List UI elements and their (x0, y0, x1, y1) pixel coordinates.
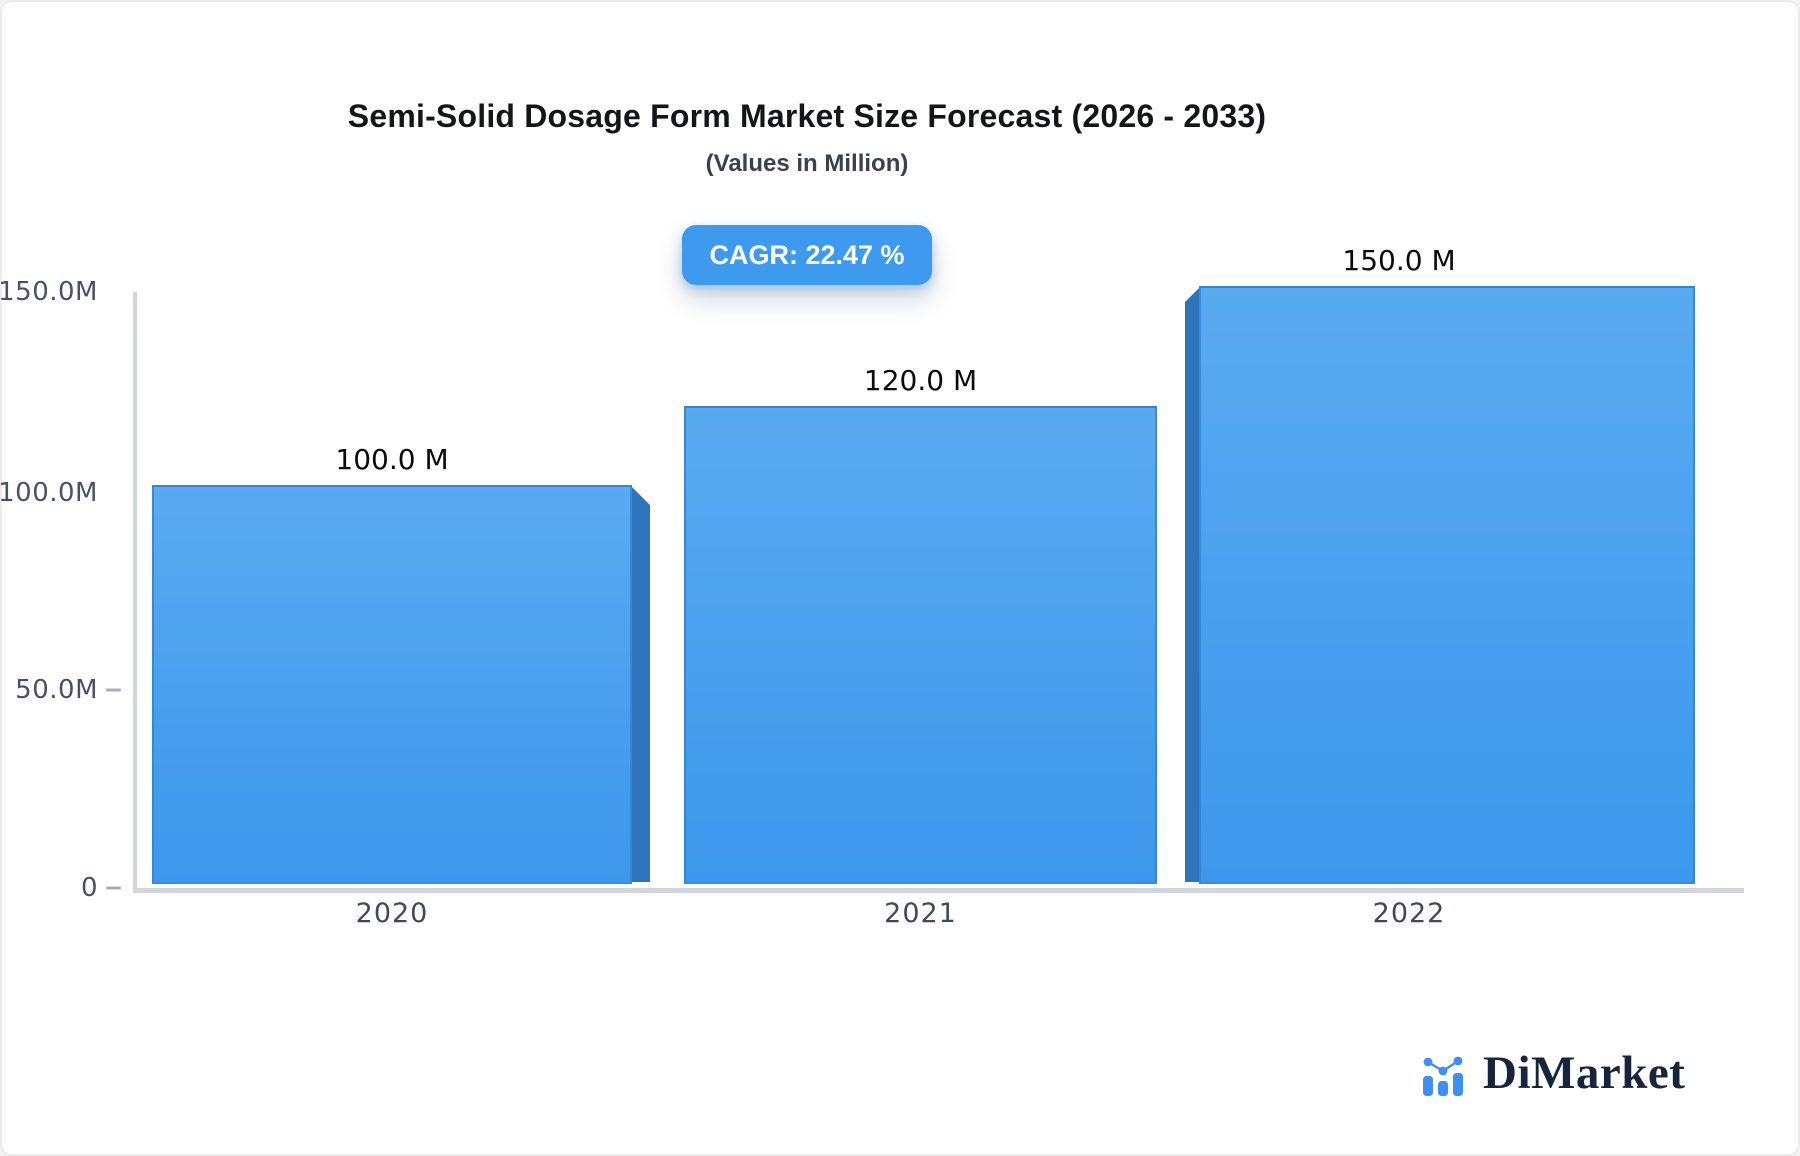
y-tick-mark-0 (106, 886, 121, 890)
bar-2022-3d-side (1185, 288, 1199, 882)
x-tick-2020: 2020 (355, 898, 429, 929)
chart-subtitle: (Values in Million) (705, 150, 909, 177)
bar-2021: 120.0 M 2021 (684, 364, 1157, 929)
x-tick-2022: 2022 (1372, 898, 1446, 929)
bar-2021-value-label: 120.0 M (863, 364, 978, 397)
bar-2020: 100.0 M 2020 (152, 443, 650, 929)
bar-2022-value-label: 150.0 M (1342, 244, 1456, 277)
chart-title: Semi-Solid Dosage Form Market Size Forec… (347, 98, 1267, 134)
y-tick-0: 0 (80, 873, 98, 903)
bar-2020-3d-side (632, 487, 650, 882)
y-tick-150: 150.0M (0, 277, 98, 307)
bar-chart-icon (1423, 1056, 1463, 1096)
cagr-badge: CAGR: 22.47 % (682, 225, 932, 285)
y-tick-50: 50.0M (15, 675, 98, 705)
bar-2020-value-label: 100.0 M (335, 443, 449, 476)
y-axis-line (133, 292, 137, 890)
cagr-badge-label: CAGR: 22.47 % (709, 239, 905, 270)
bar-2022: 150.0 M 2022 (1185, 244, 1695, 929)
brand-logo[interactable]: DiMarket (1420, 1042, 1685, 1098)
y-tick-mark-50 (106, 688, 121, 692)
x-axis-line (133, 888, 1744, 893)
x-tick-2021: 2021 (884, 898, 957, 929)
brand-name: DiMarket (1483, 1047, 1686, 1099)
y-tick-100: 100.0M (0, 478, 98, 508)
